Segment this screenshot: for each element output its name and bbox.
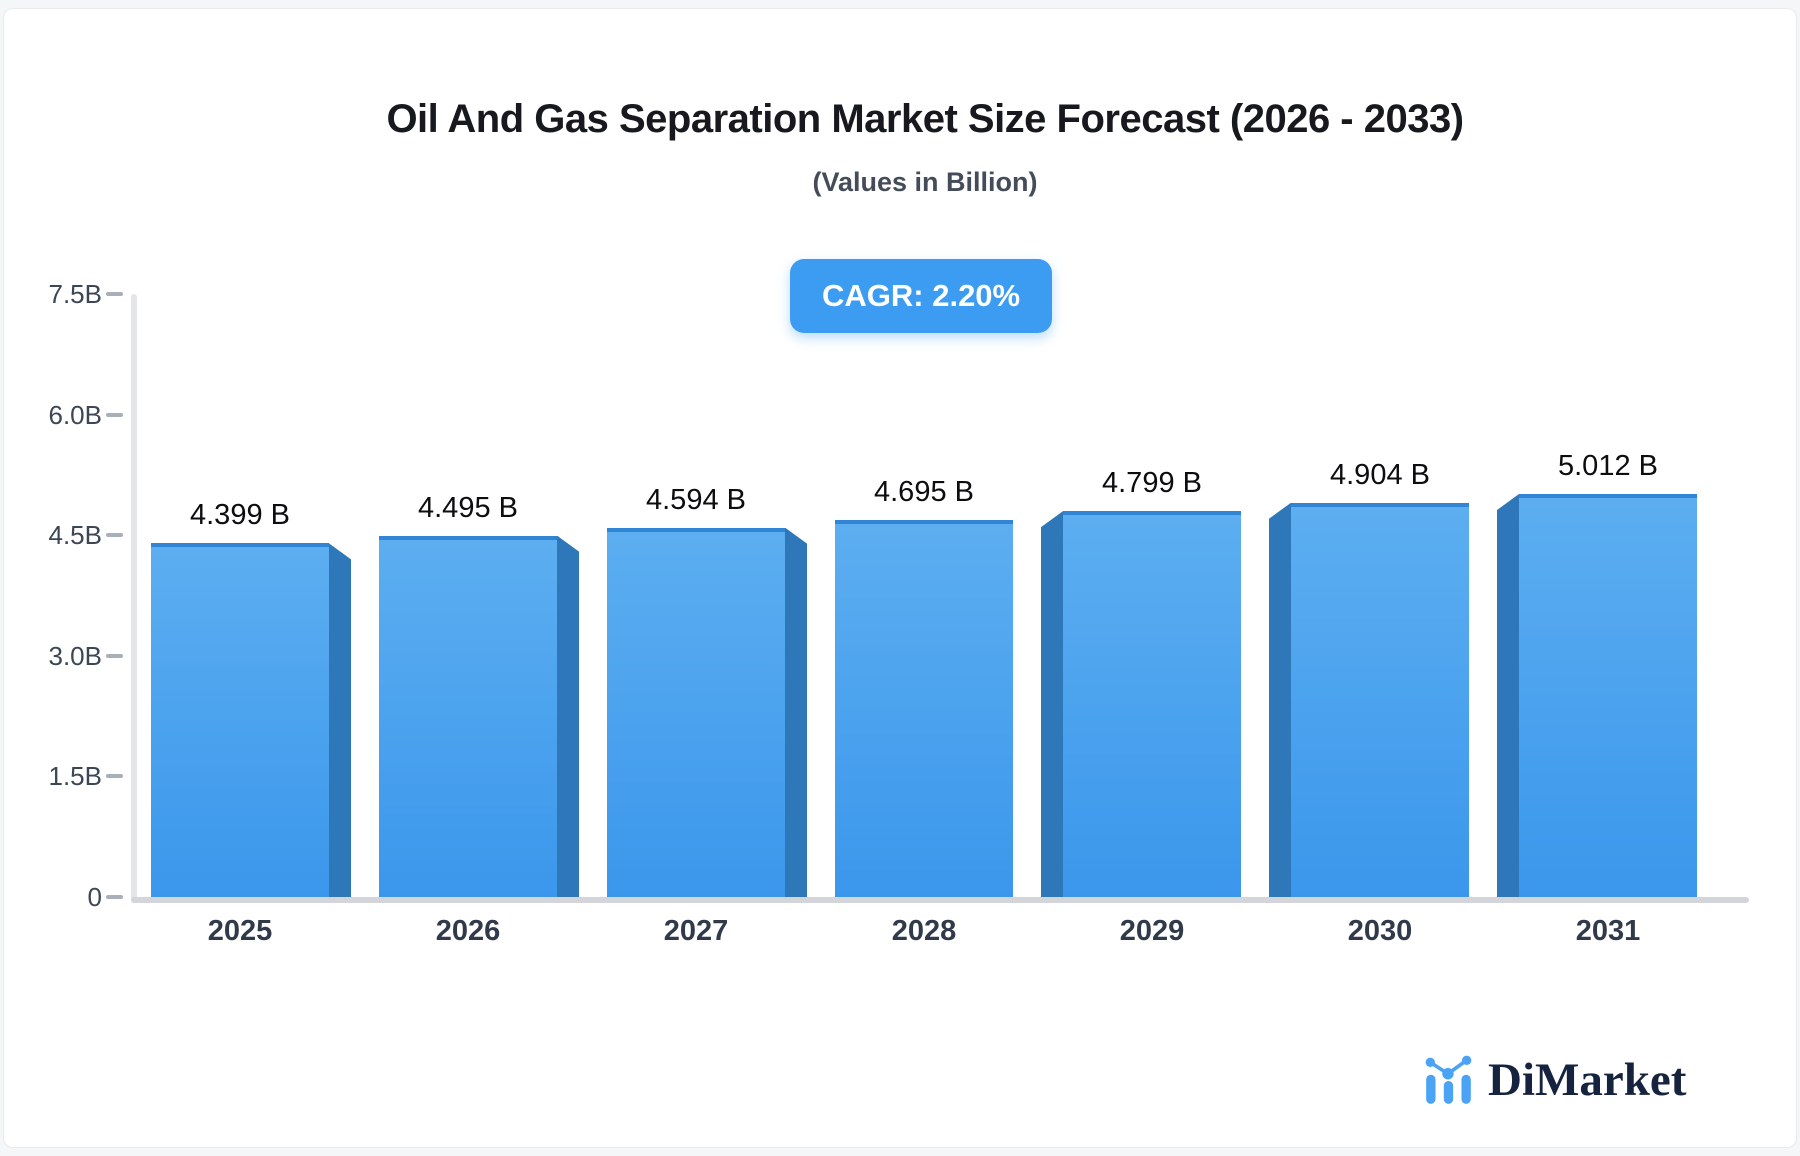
y-tick-label: 0 bbox=[87, 882, 102, 912]
bar-value-label: 4.399 B bbox=[190, 499, 290, 532]
y-tick-label: 4.5B bbox=[48, 520, 103, 551]
bar-value-label: 4.495 B bbox=[418, 491, 518, 524]
chart-subtitle: (Values in Billion) bbox=[812, 167, 1038, 197]
x-tick-label: 2029 bbox=[1119, 915, 1185, 947]
bar-value-label: 4.594 B bbox=[646, 483, 746, 516]
bar-side-face bbox=[329, 543, 351, 897]
x-tick-label: 2026 bbox=[435, 915, 501, 947]
bar[interactable] bbox=[151, 543, 329, 897]
bar-value-label: 4.799 B bbox=[1102, 467, 1202, 500]
cagr-badge: CAGR: 2.20% bbox=[790, 259, 1053, 333]
y-axis-line bbox=[131, 294, 137, 903]
bar[interactable] bbox=[379, 535, 557, 897]
chart-card: Oil And Gas Separation Market Size Forec… bbox=[3, 8, 1797, 1148]
y-tick-mark bbox=[106, 895, 123, 899]
bar-side-face bbox=[1497, 494, 1519, 897]
y-tick-mark bbox=[106, 292, 123, 296]
dimarket-logo: DiMarket bbox=[1422, 1047, 1702, 1113]
x-tick-label: 2025 bbox=[207, 915, 273, 947]
x-tick-label: 2028 bbox=[891, 915, 957, 947]
bar-value-label: 4.904 B bbox=[1330, 458, 1430, 491]
y-tick-mark bbox=[106, 533, 123, 538]
bar-side-face bbox=[1269, 502, 1291, 897]
x-axis-line bbox=[131, 897, 1749, 903]
bar-value-label: 5.012 B bbox=[1558, 450, 1658, 483]
y-tick-mark bbox=[106, 774, 123, 779]
y-tick-label: 3.0B bbox=[48, 640, 103, 671]
chart-title: Oil And Gas Separation Market Size Forec… bbox=[386, 97, 1464, 141]
y-tick-label: 6.0B bbox=[48, 399, 103, 430]
y-tick-mark bbox=[106, 653, 123, 658]
x-tick-label: 2031 bbox=[1575, 915, 1641, 947]
dimarket-logo-icon bbox=[1425, 1055, 1472, 1104]
bar-side-face bbox=[785, 527, 807, 897]
x-tick-label: 2027 bbox=[663, 915, 729, 947]
bar[interactable] bbox=[835, 519, 1013, 897]
bar[interactable] bbox=[607, 527, 785, 897]
y-tick-label: 7.5B bbox=[48, 279, 103, 309]
x-tick-label: 2030 bbox=[1347, 915, 1413, 947]
bar-side-face bbox=[1041, 511, 1063, 897]
bar[interactable] bbox=[1291, 502, 1469, 897]
y-tick-label: 1.5B bbox=[48, 761, 103, 792]
bar-side-face bbox=[557, 535, 579, 897]
bar-value-label: 4.695 B bbox=[874, 475, 974, 508]
bar[interactable] bbox=[1063, 511, 1241, 897]
brand-name: DiMarket bbox=[1488, 1053, 1687, 1106]
bar[interactable] bbox=[1519, 494, 1697, 897]
y-tick-mark bbox=[106, 412, 123, 417]
